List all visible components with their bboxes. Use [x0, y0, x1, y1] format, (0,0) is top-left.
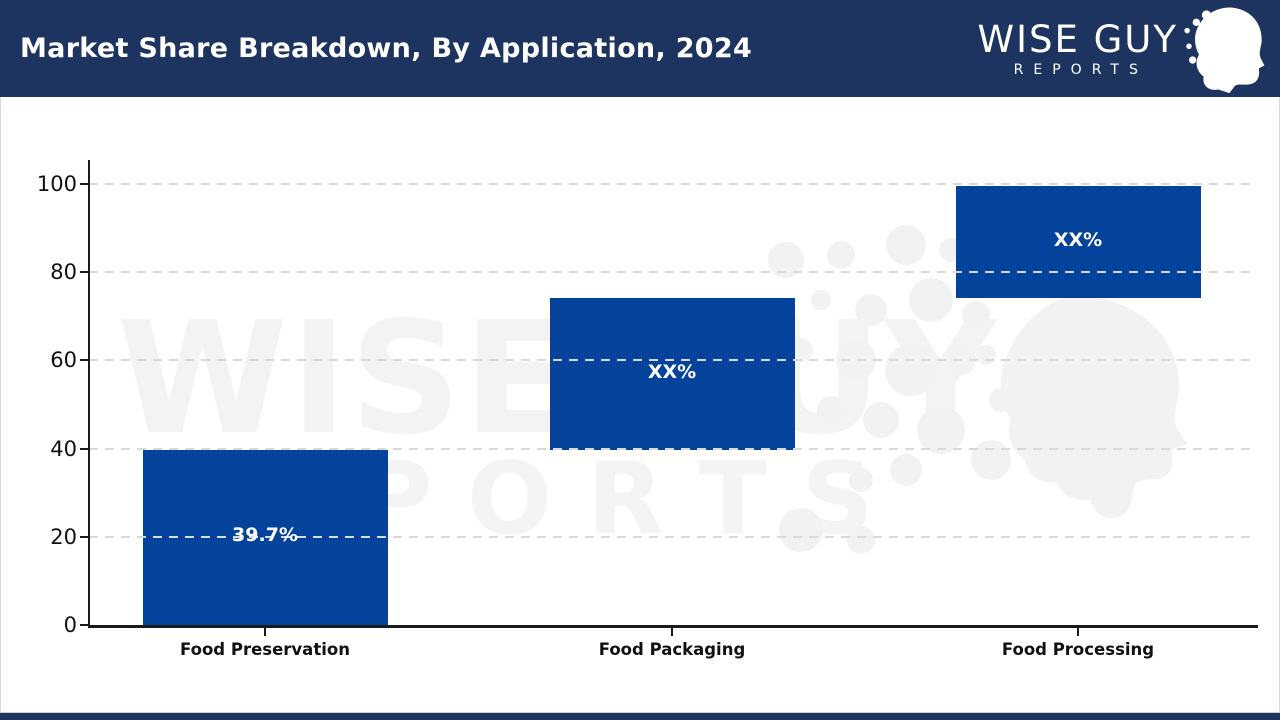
chart-area: WISE GUY R E P O R T S 0 20 40 60 80 100 39.7%…: [0, 97, 1280, 713]
y-axis-line: [88, 160, 90, 627]
y-tick-label-60: 60: [50, 348, 77, 373]
bar-value-label-food-packaging: XX%: [647, 360, 697, 383]
logo-text: WISE GUY REPORTS: [978, 21, 1178, 77]
y-tick-label-0: 0: [63, 613, 77, 637]
x-category-label-food-preservation: Food Preservation: [180, 640, 350, 659]
plot-region: 0 20 40 60 80 100 39.7% XX% XX% Food Preservation…: [1, 97, 1279, 712]
x-tick-food-preservation: [264, 628, 266, 636]
gridline-60: [89, 359, 1257, 362]
gridline-20: [89, 535, 1257, 538]
x-tick-food-packaging: [671, 628, 673, 636]
y-tick-40: [80, 447, 89, 450]
gridline-80: [89, 271, 1257, 274]
y-tick-label-80: 80: [50, 260, 77, 285]
y-tick-0: [80, 624, 89, 626]
y-tick-label-100: 100: [36, 172, 77, 196]
page-title: Market Share Breakdown, By Application, …: [20, 33, 753, 64]
y-tick-100: [80, 183, 89, 185]
bar-food-packaging: [549, 297, 795, 450]
y-tick-label-40: 40: [50, 436, 77, 461]
y-tick-60: [80, 359, 89, 362]
x-axis-line: [88, 625, 1258, 628]
x-category-label-food-processing: Food Processing: [1001, 640, 1155, 659]
wise-guy-reports-logo: WISE GUY REPORTS: [978, 3, 1280, 95]
x-tick-food-processing: [1077, 628, 1079, 636]
bar-value-label-food-processing: XX%: [1053, 228, 1103, 251]
x-category-label-food-packaging: Food Packaging: [598, 640, 746, 659]
logo-face-icon: [1184, 7, 1265, 93]
logo-subtitle: REPORTS: [1013, 61, 1148, 78]
gridline-40: [89, 447, 1257, 450]
header-bar: Market Share Breakdown, By Application, …: [0, 0, 1280, 97]
logo-wordmark: WISE GUY: [977, 17, 1178, 61]
y-tick-80: [80, 271, 89, 274]
bar-food-processing: [955, 185, 1201, 298]
footer-bar: [0, 713, 1280, 720]
y-tick-20: [80, 535, 89, 538]
bar-value-label-food-preservation: 39.7%: [232, 524, 298, 547]
y-tick-label-20: 20: [50, 524, 77, 549]
gridline-100: [89, 183, 1257, 185]
